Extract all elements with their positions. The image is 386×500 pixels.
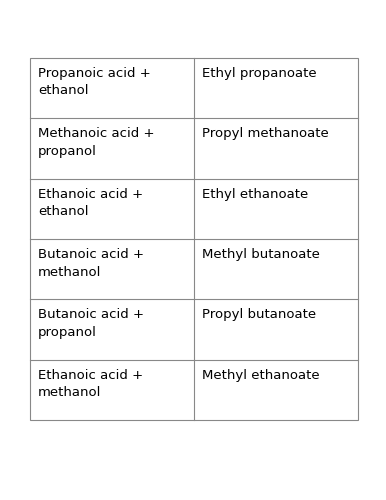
Text: Propyl butanoate: Propyl butanoate (202, 308, 316, 322)
Text: Butanoic acid +
propanol: Butanoic acid + propanol (38, 308, 144, 339)
Text: Methyl butanoate: Methyl butanoate (202, 248, 320, 261)
Text: Methanoic acid +
propanol: Methanoic acid + propanol (38, 128, 154, 158)
Text: Methyl ethanoate: Methyl ethanoate (202, 368, 320, 382)
Text: Ethyl propanoate: Ethyl propanoate (202, 67, 317, 80)
Text: Butanoic acid +
methanol: Butanoic acid + methanol (38, 248, 144, 278)
Text: Propanoic acid +
ethanol: Propanoic acid + ethanol (38, 67, 151, 98)
Text: Propyl methanoate: Propyl methanoate (202, 128, 329, 140)
Text: Ethanoic acid +
methanol: Ethanoic acid + methanol (38, 368, 143, 399)
Text: Ethyl ethanoate: Ethyl ethanoate (202, 188, 308, 200)
Text: Ethanoic acid +
ethanol: Ethanoic acid + ethanol (38, 188, 143, 218)
Bar (30, 58, 358, 420)
